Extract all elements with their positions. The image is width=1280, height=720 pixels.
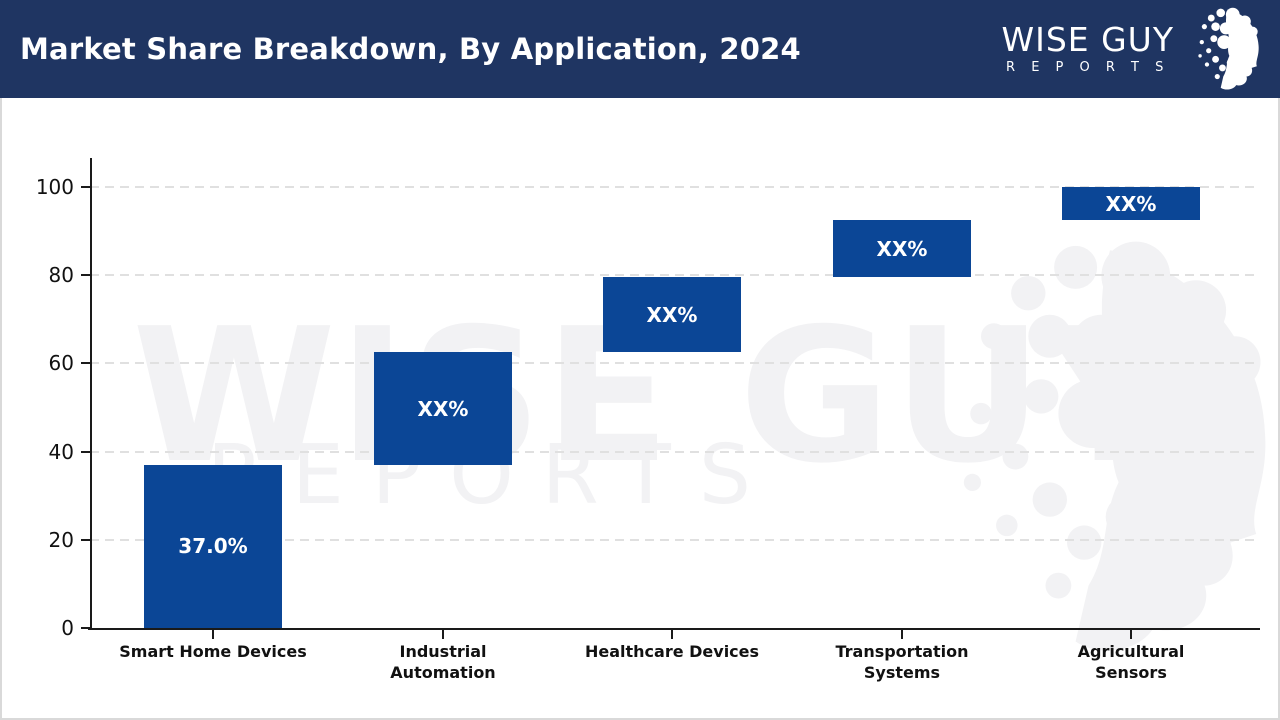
y-tick-mark-0 [81,627,90,629]
x-axis-label-healthcare-devices: Healthcare Devices [584,642,760,661]
bar-value-label-healthcare-devices: XX% [646,302,698,327]
x-tick-mark-agricultural-sensors [1130,630,1132,639]
y-tick-label-0: 0 [61,616,74,640]
x-tick-mark-transportation-systems [901,630,903,639]
x-tick-mark-smart-home-devices [212,630,214,639]
bar-value-label-smart-home-devices: 37.0% [178,534,248,559]
dotted-face-profile-icon [1198,7,1259,90]
logo-name-text: WISE GUY [1001,20,1174,60]
bar-value-label-industrial-automation: XX% [417,396,469,421]
bar-industrial-automation: XX% [374,352,512,465]
bar-value-label-agricultural-sensors: XX% [1105,191,1157,216]
x-axis-label-smart-home-devices: Smart Home Devices [119,642,307,661]
x-axis-label-industrial-automation: Industrial Automation [390,642,496,682]
y-tick-label-60: 60 [48,351,74,376]
y-tick-mark-80 [81,274,90,277]
y-tick-mark-20 [81,538,90,541]
gridline-20 [90,538,1258,541]
wiseguy-logo: WISE GUY R E P O R T S [1001,6,1262,92]
y-tick-label-40: 40 [48,439,74,464]
y-tick-mark-40 [81,450,90,453]
gridline-80 [90,274,1258,277]
gridline-100 [90,186,1258,188]
bar-agricultural-sensors: XX% [1062,187,1200,221]
x-tick-mark-healthcare-devices [671,630,673,639]
wiseguy-logo-text: WISE GUY R E P O R T S [1001,23,1174,75]
header-bar: Market Share Breakdown, By Application, … [0,0,1280,98]
y-tick-label-20: 20 [48,527,74,552]
y-axis-line [90,158,92,630]
gridline-60 [90,362,1258,365]
x-axis-line [88,628,1260,630]
dotted-face-profile-watermark [916,241,1266,651]
page-title: Market Share Breakdown, By Application, … [20,32,801,66]
y-tick-mark-60 [81,362,90,365]
gridline-40 [90,450,1258,453]
x-tick-mark-industrial-automation [442,630,444,639]
x-axis-label-agricultural-sensors: Agricultural Sensors [1077,642,1185,682]
y-tick-label-100: 100 [35,175,74,199]
x-axis-label-transportation-systems: Transportation Systems [835,642,969,682]
chart-canvas: WISE GUY REPORTS 0 20 40 60 80 100 37.0% Smart … [0,98,1280,720]
logo-sub-text: R E P O R T S [1006,59,1170,75]
bar-healthcare-devices: XX% [603,277,741,353]
bar-value-label-transportation-systems: XX% [876,236,928,261]
y-tick-label-80: 80 [48,263,74,288]
bar-transportation-systems: XX% [833,220,971,278]
y-tick-mark-100 [81,186,90,188]
bar-smart-home-devices: 37.0% [144,464,282,628]
